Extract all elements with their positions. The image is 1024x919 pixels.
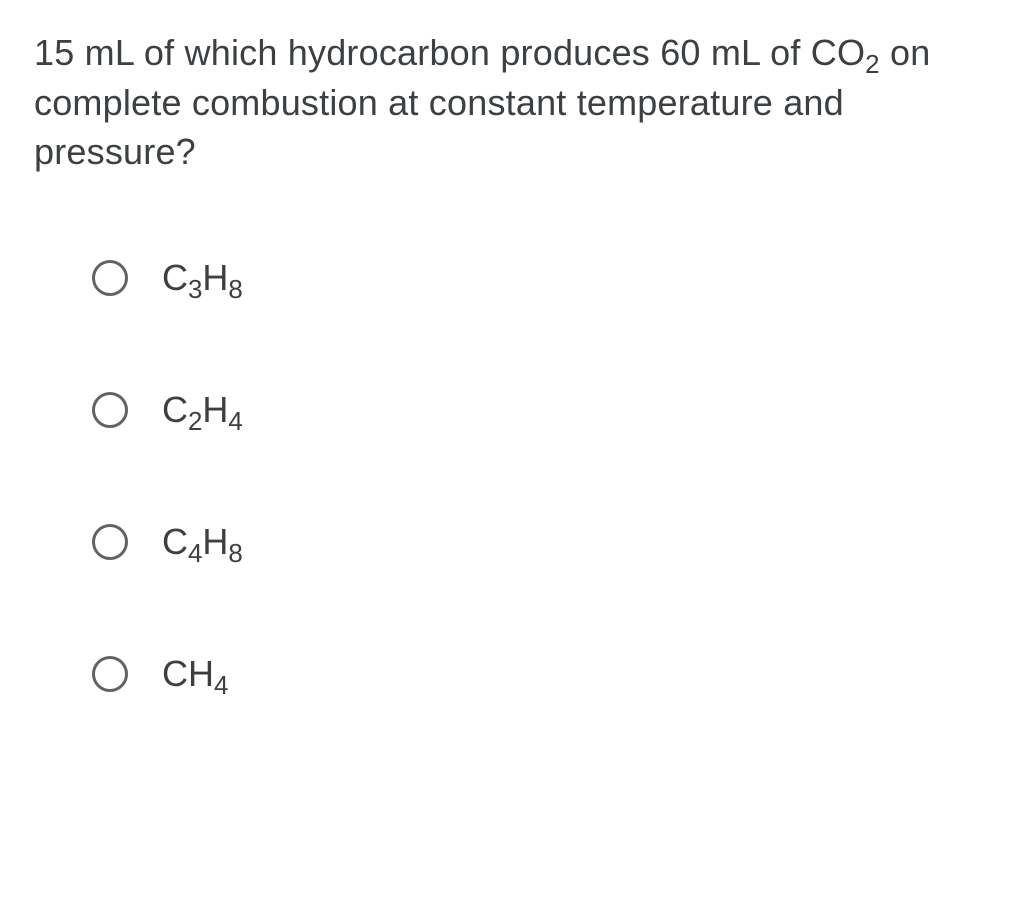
option-label: C3H8 <box>162 257 243 299</box>
radio-icon[interactable] <box>92 260 128 296</box>
option-3[interactable]: CH4 <box>92 653 990 695</box>
option-label: CH4 <box>162 653 228 695</box>
option-1[interactable]: C2H4 <box>92 389 990 431</box>
radio-icon[interactable] <box>92 392 128 428</box>
option-label: C2H4 <box>162 389 243 431</box>
option-2[interactable]: C4H8 <box>92 521 990 563</box>
radio-icon[interactable] <box>92 524 128 560</box>
radio-icon[interactable] <box>92 656 128 692</box>
option-label: C4H8 <box>162 521 243 563</box>
options-list: C3H8 C2H4 C4H8 CH4 <box>92 257 990 695</box>
question-page: 15 mL of which hydrocarbon produces 60 m… <box>0 0 1024 723</box>
question-text: 15 mL of which hydrocarbon produces 60 m… <box>34 28 990 177</box>
option-0[interactable]: C3H8 <box>92 257 990 299</box>
